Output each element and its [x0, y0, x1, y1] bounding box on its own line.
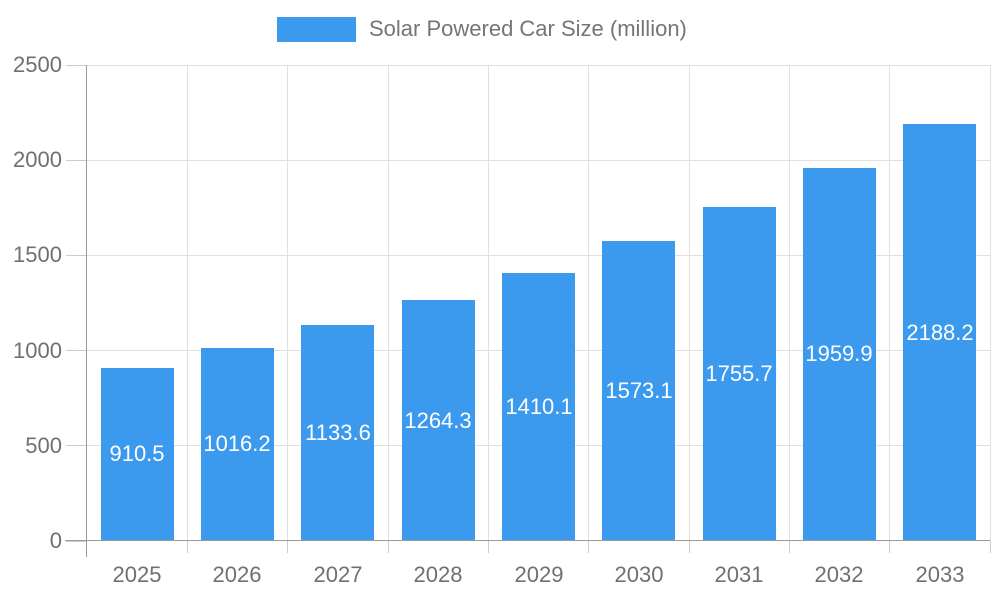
legend-item[interactable]: Solar Powered Car Size (million)	[277, 16, 687, 42]
y-axis-tick-label: 1000	[13, 338, 62, 363]
gridline-vertical	[689, 65, 690, 541]
gridline-horizontal	[87, 160, 990, 161]
y-axis-tick	[66, 445, 87, 446]
bar	[402, 300, 475, 541]
x-axis-tick	[488, 541, 489, 553]
x-axis-tick-label: 2033	[915, 562, 965, 587]
y-axis-tick	[66, 541, 87, 542]
x-axis-tick-label: 2027	[313, 562, 363, 587]
y-axis-tick	[66, 65, 87, 66]
bar-value-label: 1016.2	[203, 431, 271, 456]
y-axis-tick-label: 2000	[13, 147, 62, 172]
x-axis-tick-label: 2025	[112, 562, 162, 587]
x-axis-tick-label: 2026	[212, 562, 262, 587]
x-axis-tick-label: 2028	[413, 562, 463, 587]
gridline-vertical	[488, 65, 489, 541]
bar	[703, 207, 776, 541]
x-axis-tick	[388, 541, 389, 553]
gridline-vertical	[588, 65, 589, 541]
x-axis-tick	[287, 541, 288, 553]
x-axis-tick	[789, 541, 790, 553]
y-axis-tick	[66, 255, 87, 256]
legend-swatch-icon	[277, 16, 356, 42]
x-axis-tick	[187, 541, 188, 553]
gridline-vertical	[990, 65, 991, 541]
gridline-horizontal	[87, 65, 990, 66]
x-axis-tick-label: 2031	[714, 562, 764, 587]
bar	[502, 273, 575, 541]
gridline-vertical	[187, 65, 188, 541]
x-axis-tick-label: 2032	[814, 562, 864, 587]
x-axis-line	[65, 540, 990, 541]
legend-label: Solar Powered Car Size (million)	[369, 16, 687, 41]
bar-value-label: 1133.6	[305, 420, 371, 445]
bar	[101, 368, 174, 541]
x-axis-tick	[588, 541, 589, 553]
y-axis-line	[86, 65, 87, 557]
x-axis-tick	[990, 541, 991, 553]
y-axis-tick-label: 1500	[13, 242, 62, 267]
bar	[602, 241, 675, 541]
bar-value-label: 910.5	[109, 441, 165, 466]
x-axis-tick-label: 2030	[614, 562, 664, 587]
y-axis-tick	[66, 350, 87, 351]
gridline-vertical	[789, 65, 790, 541]
gridline-vertical	[388, 65, 389, 541]
bar-value-label: 1573.1	[605, 378, 673, 403]
gridline-vertical	[287, 65, 288, 541]
x-axis-tick	[689, 541, 690, 553]
bar-value-label: 1959.9	[805, 341, 873, 366]
bar	[301, 325, 374, 541]
y-axis-tick-label: 0	[49, 528, 62, 553]
gridline-vertical	[889, 65, 890, 541]
bar-value-label: 1410.1	[505, 394, 573, 419]
bar-value-label: 2188.2	[906, 320, 974, 345]
x-axis-tick	[889, 541, 890, 553]
bar-value-label: 1755.7	[705, 361, 773, 386]
bar-value-label: 1264.3	[404, 408, 472, 433]
y-axis-tick	[66, 160, 87, 161]
gridline-horizontal	[87, 255, 990, 256]
bar	[803, 168, 876, 541]
y-axis-tick-label: 500	[25, 433, 62, 458]
bar	[201, 348, 274, 541]
y-axis-tick-label: 2500	[13, 52, 62, 77]
bar	[903, 124, 976, 541]
x-axis-tick-label: 2029	[514, 562, 564, 587]
